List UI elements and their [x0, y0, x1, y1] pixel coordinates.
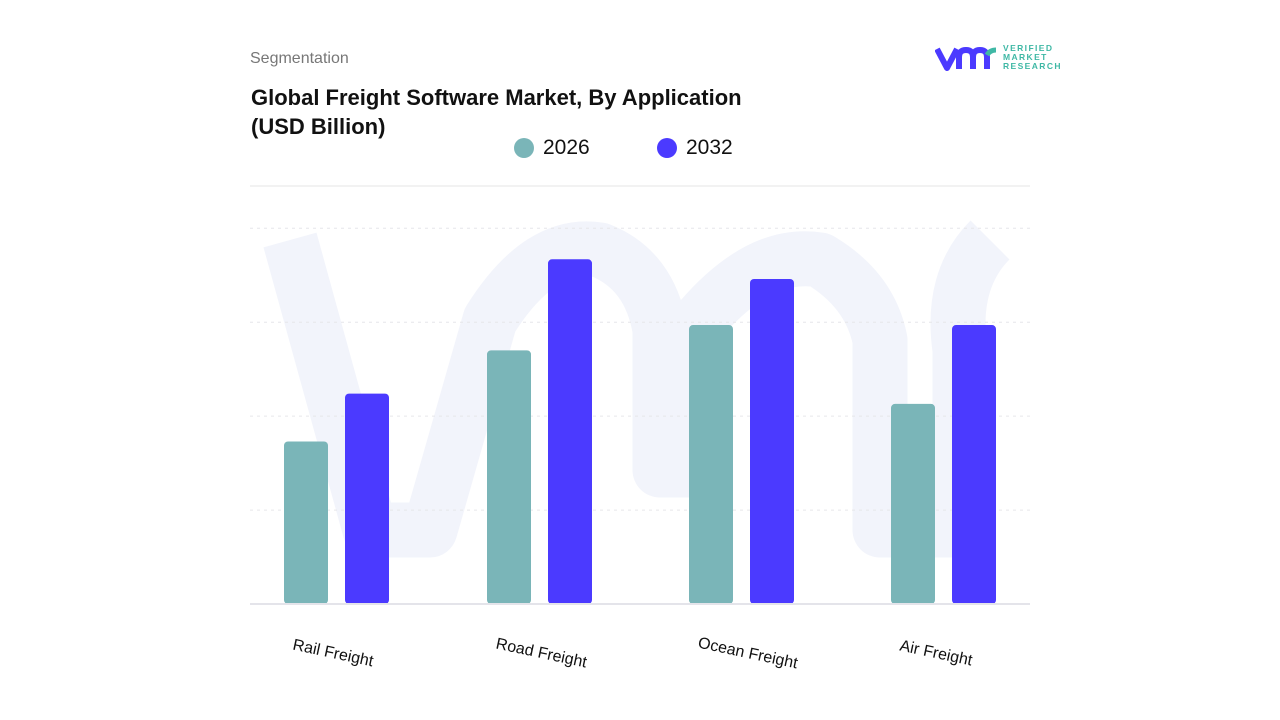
title-line-2: (USD Billion) — [251, 114, 386, 139]
legend-swatch-2026 — [514, 138, 534, 158]
section-label: Segmentation — [250, 50, 349, 67]
title-line-1: Global Freight Software Market, By Appli… — [251, 85, 742, 110]
logo-line-2: MARKET — [1003, 52, 1048, 62]
bar-ocean-freight-2032 — [750, 278, 794, 604]
logo-line-1: VERIFIED — [1003, 43, 1054, 53]
bar-rail-freight-2026 — [284, 441, 328, 604]
bar-rail-freight-2032 — [345, 393, 389, 604]
vmr-logo-mark-icon — [935, 46, 997, 71]
vmr-logo: VERIFIED MARKET RESEARCH — [935, 44, 1062, 71]
legend-label-2026: 2026 — [543, 136, 590, 159]
chart-title: Global Freight Software Market, By Appli… — [251, 83, 851, 141]
legend-label-2032: 2032 — [686, 136, 733, 159]
bar-road-freight-2032 — [548, 259, 592, 604]
bar-ocean-freight-2026 — [689, 325, 733, 604]
legend-item-2032: 2032 — [657, 136, 733, 160]
logo-line-3: RESEARCH — [1003, 61, 1062, 71]
bar-air-freight-2026 — [891, 403, 935, 604]
bar-road-freight-2026 — [487, 350, 531, 604]
watermark-logo — [263, 220, 1011, 558]
legend-swatch-2032 — [657, 138, 677, 158]
legend-item-2026: 2026 — [514, 136, 590, 160]
bar-air-freight-2032 — [952, 325, 996, 604]
